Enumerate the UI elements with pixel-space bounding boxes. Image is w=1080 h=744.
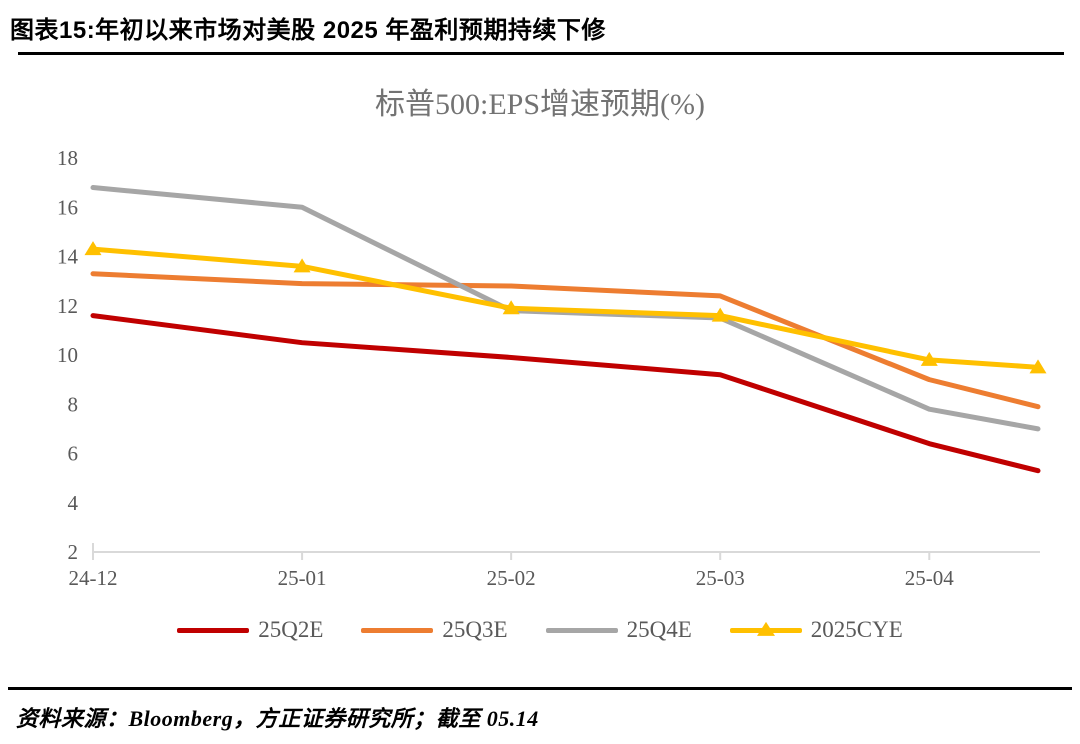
series-marker-2025CYE — [84, 241, 102, 256]
y-axis-label: 18 — [57, 146, 78, 170]
x-axis-label: 24-12 — [69, 566, 118, 590]
series-marker-2025CYE — [502, 300, 520, 315]
y-axis-label: 12 — [57, 294, 78, 318]
legend-item-2025cye: 2025CYE — [729, 617, 903, 643]
legend-swatch-25q4e — [545, 627, 618, 633]
series-line-2025CYE — [90, 246, 1041, 370]
eps-chart-area: 标普500:EPS增速预期(%) 24-12 25-01 25-02 25-03 25-… — [0, 55, 1080, 677]
y-axis-label: 14 — [57, 245, 79, 269]
figure-header: 图表15:年初以来市场对美股 2025 年盈利预期持续下修 — [0, 0, 1080, 55]
x-axis-label: 25-03 — [696, 566, 745, 590]
x-axis-label: 25-04 — [905, 566, 954, 590]
series-marker-2025CYE — [920, 351, 938, 366]
y-axis-label: 16 — [57, 195, 78, 219]
legend-label-25q3e: 25Q3E — [442, 617, 508, 642]
series-marker-2025CYE — [293, 258, 311, 273]
legend-label-25q4e: 25Q4E — [626, 617, 692, 642]
legend-triangle-marker — [756, 621, 775, 636]
series-marker-2025CYE — [1029, 359, 1047, 374]
y-axis-label: 10 — [57, 343, 78, 367]
eps-line-chart: 24-12 25-01 25-02 25-03 25-04 2 4 6 8 10 12 14 16 18 — [57, 146, 1047, 590]
legend-swatch-25q2e — [177, 627, 250, 633]
series-line-25Q2E — [90, 313, 1041, 474]
source-note: 资料来源：Bloomberg，方正证券研究所；截至 05.14 — [16, 706, 539, 731]
y-axis-label: 4 — [68, 491, 79, 515]
y-axis-label: 8 — [68, 392, 79, 416]
chart-legend: 25Q2E 25Q3E 25Q4E 2025CYE — [0, 617, 1080, 643]
series-marker-2025CYE — [711, 307, 729, 322]
figure-title: 图表15:年初以来市场对美股 2025 年盈利预期持续下修 — [10, 17, 606, 44]
legend-swatch-25q3e — [361, 627, 434, 633]
x-axis-label: 25-01 — [278, 566, 327, 590]
legend-swatch-2025cye — [729, 621, 802, 636]
y-axis-label: 2 — [68, 540, 79, 564]
legend-item-25q4e: 25Q4E — [545, 617, 692, 643]
legend-label-2025cye: 2025CYE — [810, 617, 903, 642]
x-axis-label: 25-02 — [487, 566, 536, 590]
header-divider — [18, 52, 1064, 55]
legend-item-25q3e: 25Q3E — [361, 617, 508, 643]
legend-item-25q2e: 25Q2E — [177, 617, 323, 643]
chart-title: 标普500:EPS增速预期(%) — [375, 88, 705, 121]
legend-label-25q2e: 25Q2E — [258, 617, 324, 642]
series-line-25Q3E — [90, 271, 1041, 410]
footer-divider — [8, 687, 1072, 690]
y-axis-label: 6 — [68, 442, 79, 466]
